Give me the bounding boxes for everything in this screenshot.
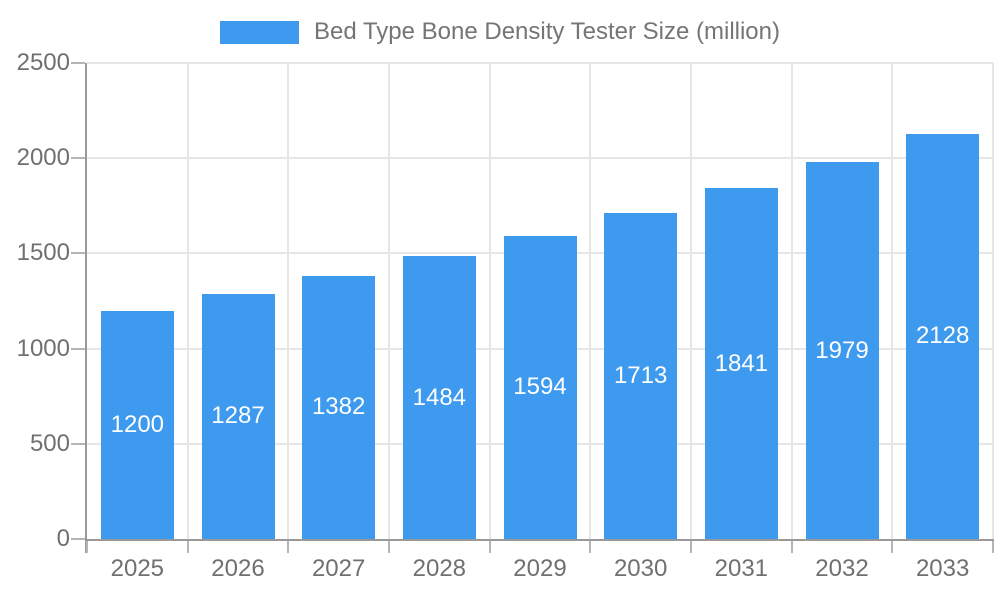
y-axis-tick — [71, 538, 85, 540]
gridline-vertical — [992, 63, 994, 539]
bar-value-label: 1484 — [412, 383, 467, 411]
x-tick-label: 2032 — [815, 555, 869, 582]
x-axis-tick — [488, 541, 491, 553]
legend-item[interactable]: Bed Type Bone Density Tester Size (milli… — [0, 18, 1000, 46]
x-axis-tick — [891, 541, 894, 553]
y-tick-label: 500 — [29, 429, 70, 457]
x-axis-line — [85, 539, 994, 541]
y-tick-label: 2000 — [16, 144, 70, 172]
bar-value-label: 1979 — [815, 336, 869, 364]
x-tick-label: 2028 — [412, 555, 467, 582]
x-axis-tick — [790, 541, 793, 553]
y-axis-tick — [71, 62, 85, 64]
gridline-vertical — [891, 63, 894, 539]
x-axis-tick — [86, 541, 88, 553]
x-axis-tick — [186, 541, 189, 553]
bar-2032[interactable]: 1979 — [805, 162, 879, 539]
bar-value-label: 1713 — [613, 361, 668, 389]
bar-value-label: 1200 — [110, 410, 165, 438]
x-axis-tick — [690, 541, 692, 553]
gridline-vertical — [790, 63, 793, 539]
x-axis-tick — [992, 541, 994, 553]
y-axis-tick — [71, 157, 85, 160]
bar-value-label: 2128 — [915, 322, 970, 350]
bar-value-label: 1287 — [211, 402, 265, 430]
x-tick-label: 2033 — [915, 555, 970, 582]
x-tick-label: 2030 — [613, 555, 668, 582]
bar-2030[interactable]: 1713 — [604, 212, 678, 539]
y-tick-label: 1000 — [16, 334, 70, 362]
bar-2027[interactable]: 1382 — [302, 275, 376, 539]
gridline-vertical — [488, 63, 491, 539]
gridline-horizontal — [87, 62, 993, 64]
x-tick-label: 2025 — [110, 555, 165, 582]
x-tick-label: 2031 — [714, 555, 769, 582]
legend-swatch — [220, 20, 299, 44]
gridline-vertical — [690, 63, 692, 539]
x-tick-label: 2029 — [513, 555, 567, 582]
bar-2026[interactable]: 1287 — [201, 293, 275, 539]
x-tick-label: 2026 — [211, 555, 265, 582]
gridline-horizontal — [87, 157, 993, 160]
gridline-vertical — [589, 63, 592, 539]
bar-2025[interactable]: 1200 — [100, 310, 174, 539]
y-axis-tick — [71, 252, 85, 255]
x-axis-tick — [287, 541, 290, 553]
x-tick-label: 2027 — [311, 555, 366, 582]
gridline-vertical — [186, 63, 189, 539]
y-tick-label: 2500 — [16, 49, 70, 76]
bar-2033[interactable]: 2128 — [906, 133, 980, 539]
y-axis-tick — [71, 442, 85, 445]
gridline-vertical — [388, 63, 390, 539]
bar-2029[interactable]: 1594 — [503, 235, 577, 539]
x-axis-tick — [589, 541, 592, 553]
bar-2028[interactable]: 1484 — [402, 256, 476, 539]
x-axis-tick — [388, 541, 390, 553]
gridline-vertical — [287, 63, 290, 539]
bar-value-label: 1841 — [714, 349, 769, 377]
y-tick-label: 1500 — [16, 239, 70, 267]
legend-label: Bed Type Bone Density Tester Size (milli… — [314, 18, 780, 45]
y-axis-tick — [71, 347, 85, 350]
bar-value-label: 1594 — [513, 373, 567, 401]
y-tick-label: 0 — [56, 525, 70, 552]
bar-value-label: 1382 — [311, 393, 366, 421]
bar-2031[interactable]: 1841 — [704, 188, 778, 539]
y-axis-line — [85, 63, 87, 553]
